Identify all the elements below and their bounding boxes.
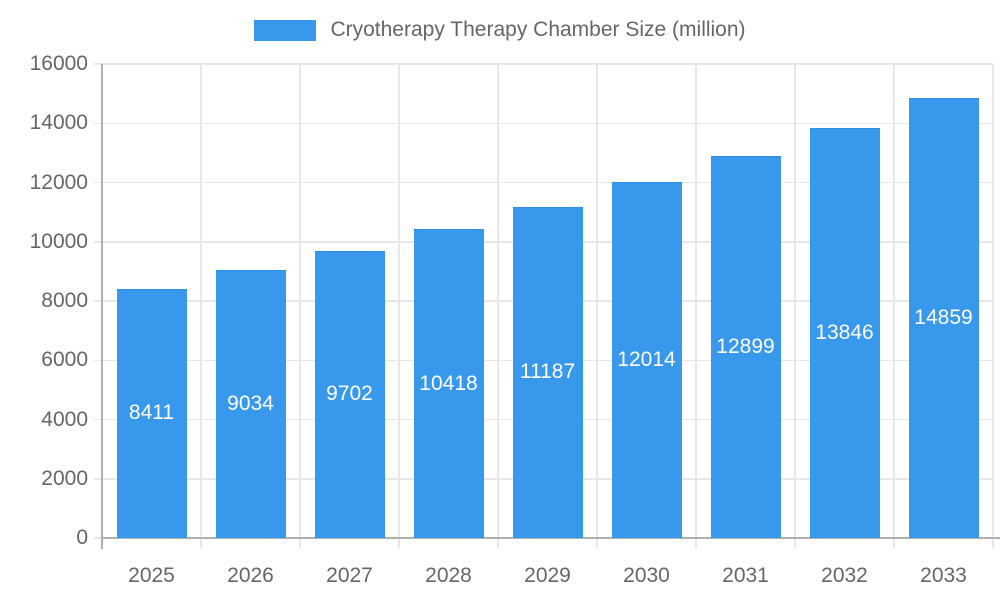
- x-gridline: [794, 64, 796, 548]
- y-tick-label: 10000: [29, 229, 88, 253]
- x-gridline: [893, 64, 895, 548]
- bar: [116, 288, 187, 538]
- y-tick-label: 16000: [29, 52, 88, 75]
- x-axis-line: [101, 537, 1000, 539]
- bar-value-label: 9034: [227, 392, 274, 416]
- y-gridline: [94, 63, 993, 65]
- bar-value-label: 12014: [617, 348, 676, 372]
- y-tick-label: 0: [76, 526, 88, 549]
- x-gridline: [695, 64, 697, 548]
- x-tick-label: 2032: [821, 564, 868, 587]
- bar-value-label: 11187: [519, 360, 576, 384]
- x-gridline: [596, 64, 598, 548]
- y-tick: [94, 537, 102, 539]
- legend-label: Cryotherapy Therapy Chamber Size (millio…: [330, 18, 746, 41]
- bar: [710, 155, 781, 538]
- chart-legend: Cryotherapy Therapy Chamber Size (millio…: [0, 18, 1000, 42]
- x-gridline: [299, 64, 301, 548]
- y-gridline: [94, 122, 993, 124]
- x-gridline: [497, 64, 499, 548]
- bar: [908, 97, 979, 538]
- y-tick-label: 6000: [41, 348, 88, 372]
- x-tick-label: 2025: [128, 564, 175, 587]
- y-axis-line: [101, 64, 103, 549]
- bar: [512, 206, 583, 538]
- x-tick-label: 2031: [722, 564, 769, 587]
- legend-swatch: [254, 19, 317, 41]
- x-tick-label: 2026: [227, 564, 274, 587]
- x-gridline: [398, 64, 400, 548]
- x-tick-label: 2028: [425, 564, 472, 587]
- bar: [215, 270, 286, 538]
- y-tick-label: 8000: [41, 289, 88, 312]
- x-gridline: [200, 64, 202, 548]
- bar-value-label: 12899: [716, 334, 775, 358]
- bar: [413, 229, 484, 538]
- bar: [611, 182, 682, 538]
- bar: [314, 250, 385, 538]
- y-tick-label: 2000: [41, 466, 88, 490]
- y-gridline: [94, 181, 993, 184]
- x-tick-label: 2029: [524, 564, 571, 587]
- x-tick-label: 2030: [623, 564, 670, 587]
- x-gridline: [992, 64, 994, 548]
- bar-value-label: 13846: [815, 320, 874, 344]
- x-tick-label: 2033: [920, 564, 967, 587]
- y-tick-label: 12000: [29, 170, 88, 194]
- bar: [809, 127, 880, 538]
- bar-value-label: 10418: [419, 371, 478, 395]
- bar-value-label: 9702: [326, 382, 373, 406]
- y-tick-label: 14000: [29, 111, 88, 135]
- y-tick-label: 4000: [41, 407, 88, 431]
- bar-value-label: 8411: [128, 401, 175, 425]
- bar-value-label: 14859: [914, 305, 973, 329]
- x-tick-label: 2027: [326, 564, 373, 587]
